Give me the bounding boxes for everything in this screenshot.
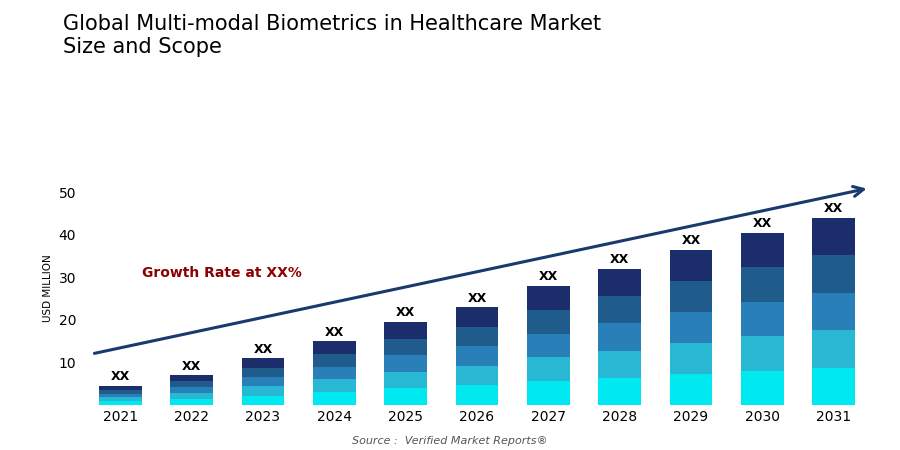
Bar [813, 255, 855, 292]
Bar [598, 269, 641, 296]
Bar [170, 381, 213, 387]
Text: XX: XX [539, 270, 558, 284]
Bar [241, 358, 284, 368]
Bar [526, 381, 570, 405]
Text: XX: XX [467, 292, 487, 305]
Bar [313, 392, 356, 405]
Text: Growth Rate at XX%: Growth Rate at XX% [141, 266, 302, 280]
Text: XX: XX [610, 253, 629, 266]
Bar [241, 386, 284, 396]
Bar [384, 388, 428, 405]
Bar [241, 377, 284, 386]
Text: XX: XX [396, 306, 415, 320]
Bar [670, 281, 713, 312]
Bar [741, 336, 784, 370]
Bar [313, 367, 356, 379]
Bar [670, 374, 713, 405]
Text: XX: XX [824, 202, 843, 215]
Text: XX: XX [253, 342, 273, 356]
Bar [99, 386, 141, 390]
Bar [99, 390, 141, 393]
Bar [598, 351, 641, 378]
Bar [455, 366, 499, 386]
Bar [170, 375, 213, 381]
Bar [741, 370, 784, 405]
Bar [598, 378, 641, 405]
Bar [455, 346, 499, 366]
Bar [99, 393, 141, 397]
Bar [670, 250, 713, 281]
Bar [598, 296, 641, 323]
Bar [813, 292, 855, 330]
Bar [813, 368, 855, 405]
Bar [526, 310, 570, 333]
Bar [313, 354, 356, 367]
Bar [741, 302, 784, 336]
Bar [741, 233, 784, 267]
Bar [455, 307, 499, 327]
Bar [670, 312, 713, 343]
Text: XX: XX [325, 326, 344, 339]
Bar [170, 399, 213, 405]
Bar [313, 341, 356, 354]
Text: XX: XX [752, 217, 772, 230]
Bar [170, 393, 213, 399]
Bar [313, 379, 356, 392]
Bar [526, 333, 570, 357]
Bar [526, 357, 570, 381]
Bar [741, 267, 784, 302]
Bar [526, 286, 570, 310]
Bar [384, 322, 428, 339]
Bar [384, 355, 428, 372]
Bar [99, 397, 141, 401]
Bar [384, 372, 428, 388]
Text: Global Multi-modal Biometrics in Healthcare Market
Size and Scope: Global Multi-modal Biometrics in Healthc… [63, 14, 601, 57]
Text: XX: XX [111, 370, 130, 383]
Bar [241, 396, 284, 405]
Y-axis label: USD MILLION: USD MILLION [43, 254, 53, 322]
Text: Source :  Verified Market Reports®: Source : Verified Market Reports® [352, 436, 548, 446]
Bar [455, 327, 499, 346]
Bar [813, 330, 855, 368]
Bar [99, 401, 141, 405]
Bar [384, 339, 428, 355]
Bar [813, 218, 855, 255]
Bar [598, 323, 641, 351]
Bar [170, 387, 213, 393]
Bar [241, 368, 284, 377]
Bar [670, 343, 713, 374]
Text: XX: XX [182, 360, 202, 373]
Bar [455, 386, 499, 405]
Text: XX: XX [681, 234, 701, 247]
